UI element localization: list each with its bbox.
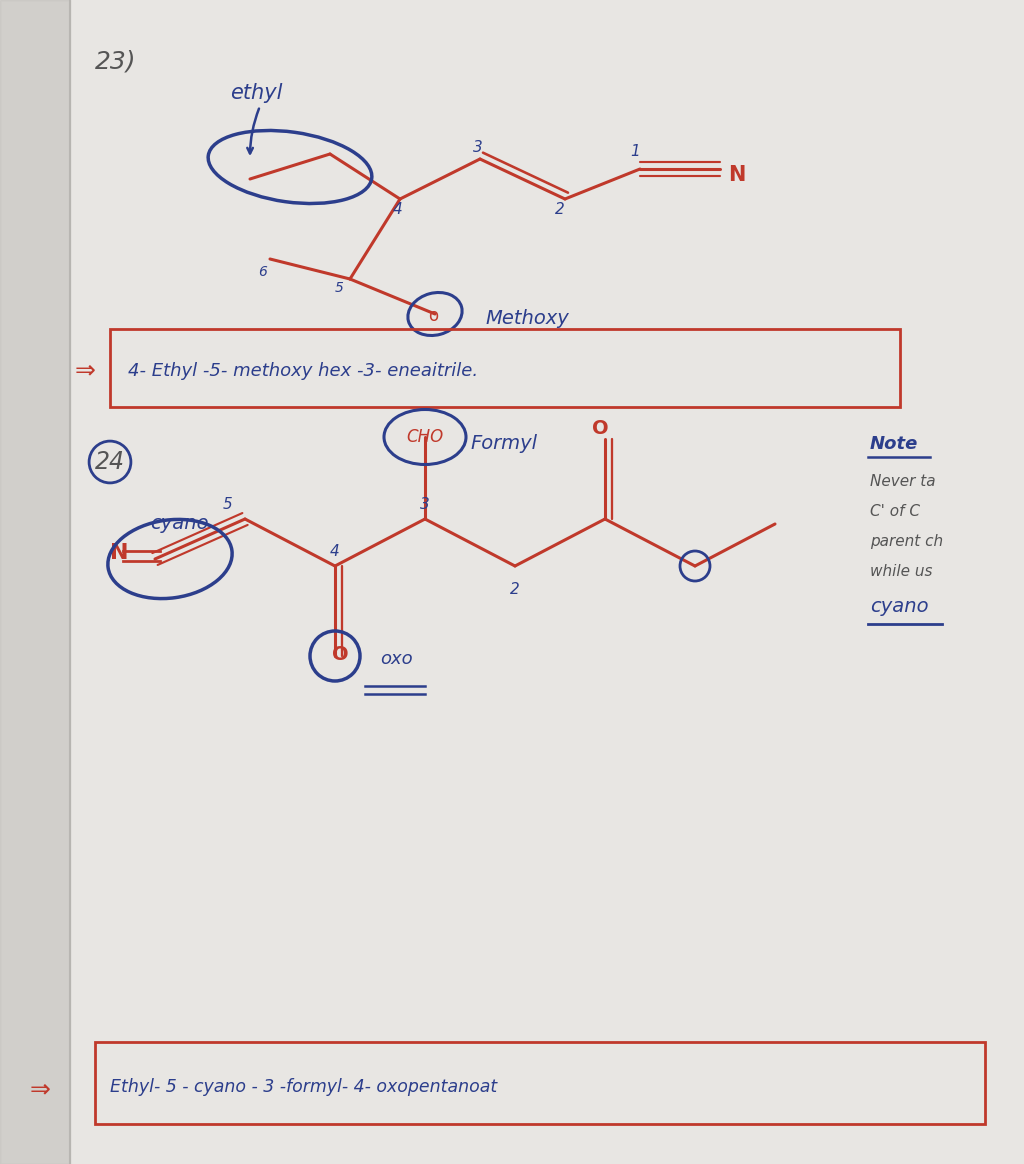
Text: 5: 5 [335, 281, 344, 294]
Text: ⇒: ⇒ [30, 1077, 51, 1101]
Text: Never ta: Never ta [870, 474, 936, 489]
Text: Ethyl- 5 - cyano - 3 -formyl- 4- oxopentanoat: Ethyl- 5 - cyano - 3 -formyl- 4- oxopent… [110, 1078, 498, 1096]
Text: 5: 5 [223, 497, 232, 512]
Text: oxo: oxo [380, 650, 413, 668]
Text: 4- Ethyl -5- methoxy hex -3- eneaitrile.: 4- Ethyl -5- methoxy hex -3- eneaitrile. [128, 362, 478, 379]
Text: O: O [332, 646, 348, 665]
Text: 2: 2 [555, 203, 565, 217]
Text: 4: 4 [330, 544, 340, 559]
Text: O: O [592, 419, 608, 438]
Text: 4: 4 [393, 203, 402, 217]
Text: while us: while us [870, 565, 933, 579]
Text: ⇒: ⇒ [75, 359, 96, 382]
Text: o: o [428, 307, 438, 325]
Text: CHO: CHO [407, 428, 443, 446]
Text: 2: 2 [510, 582, 520, 597]
Text: Methoxy: Methoxy [485, 308, 568, 328]
Text: 3: 3 [420, 497, 430, 512]
Text: N: N [110, 542, 128, 563]
Text: ethyl: ethyl [230, 83, 283, 102]
Text: 3: 3 [473, 140, 482, 155]
Text: cyano: cyano [150, 514, 209, 533]
Text: 23): 23) [95, 50, 136, 74]
Text: 24: 24 [95, 450, 125, 474]
Text: N: N [728, 165, 745, 185]
Text: parent ch: parent ch [870, 534, 943, 549]
Text: 6: 6 [258, 265, 267, 279]
Text: Note: Note [870, 435, 919, 453]
Text: cyano: cyano [870, 597, 929, 616]
Text: 1: 1 [630, 144, 640, 159]
Text: Formyl: Formyl [470, 434, 537, 453]
Text: C' of C: C' of C [870, 504, 920, 519]
